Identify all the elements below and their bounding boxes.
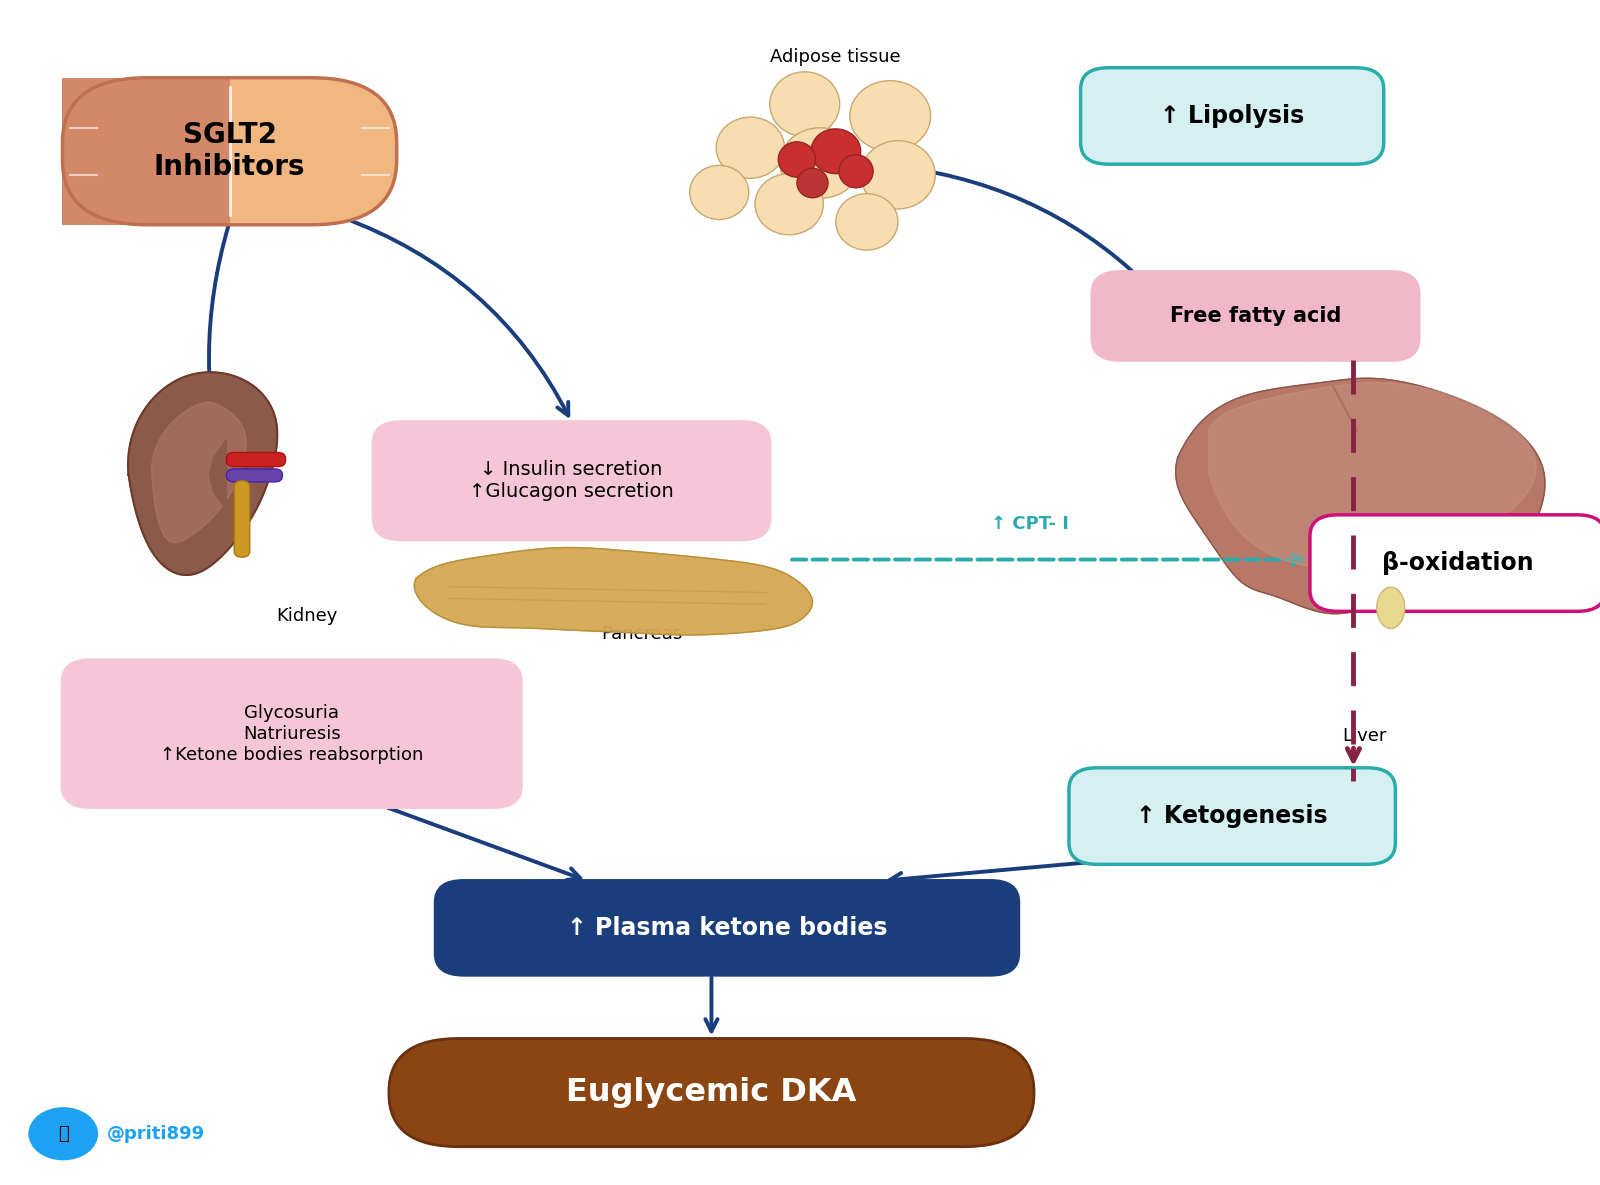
Polygon shape xyxy=(152,402,246,543)
Ellipse shape xyxy=(690,166,749,219)
FancyBboxPatch shape xyxy=(1080,68,1384,165)
Text: ↓ Insulin secretion
↑Glucagon secretion: ↓ Insulin secretion ↑Glucagon secretion xyxy=(469,460,674,501)
FancyBboxPatch shape xyxy=(1310,514,1600,611)
Ellipse shape xyxy=(755,174,824,235)
Ellipse shape xyxy=(1376,588,1405,628)
Text: SGLT2
Inhibitors: SGLT2 Inhibitors xyxy=(154,121,306,181)
Text: ↑ Ketogenesis: ↑ Ketogenesis xyxy=(1136,805,1328,828)
Ellipse shape xyxy=(850,81,931,152)
FancyBboxPatch shape xyxy=(227,469,283,482)
Ellipse shape xyxy=(770,72,840,136)
FancyBboxPatch shape xyxy=(227,453,285,467)
Ellipse shape xyxy=(835,193,898,250)
Text: ↑ Plasma ketone bodies: ↑ Plasma ketone bodies xyxy=(566,916,888,940)
Text: Kidney: Kidney xyxy=(277,607,338,624)
Ellipse shape xyxy=(797,168,829,198)
Circle shape xyxy=(29,1108,98,1160)
FancyBboxPatch shape xyxy=(234,481,250,557)
Polygon shape xyxy=(128,372,277,575)
Ellipse shape xyxy=(778,142,816,177)
Bar xyxy=(62,78,229,225)
FancyBboxPatch shape xyxy=(62,78,397,225)
Text: Adipose tissue: Adipose tissue xyxy=(771,49,901,66)
Polygon shape xyxy=(414,547,813,635)
FancyBboxPatch shape xyxy=(62,660,522,807)
Ellipse shape xyxy=(861,141,936,209)
Text: 🐦: 🐦 xyxy=(58,1125,69,1142)
FancyBboxPatch shape xyxy=(1093,271,1419,360)
Text: ↑ CPT- I: ↑ CPT- I xyxy=(990,515,1069,533)
Polygon shape xyxy=(210,440,227,510)
Ellipse shape xyxy=(717,117,784,178)
Text: Pancreas: Pancreas xyxy=(602,624,682,642)
Ellipse shape xyxy=(811,129,861,174)
Ellipse shape xyxy=(779,128,861,198)
Text: Glycosuria
Natriuresis
↑Ketone bodies reabsorption: Glycosuria Natriuresis ↑Ketone bodies re… xyxy=(160,704,424,763)
Text: β-oxidation: β-oxidation xyxy=(1382,551,1533,575)
FancyBboxPatch shape xyxy=(435,880,1019,975)
Text: Free fatty acid: Free fatty acid xyxy=(1170,306,1341,326)
Polygon shape xyxy=(1210,383,1536,569)
Polygon shape xyxy=(1176,378,1546,614)
FancyBboxPatch shape xyxy=(389,1038,1034,1147)
Text: Euglycemic DKA: Euglycemic DKA xyxy=(566,1077,856,1108)
FancyBboxPatch shape xyxy=(1069,768,1395,864)
Text: ↑ Lipolysis: ↑ Lipolysis xyxy=(1160,104,1304,128)
Text: Liver: Liver xyxy=(1342,728,1387,745)
Ellipse shape xyxy=(838,155,874,187)
Text: @priti899: @priti899 xyxy=(107,1125,205,1142)
FancyBboxPatch shape xyxy=(373,422,770,539)
